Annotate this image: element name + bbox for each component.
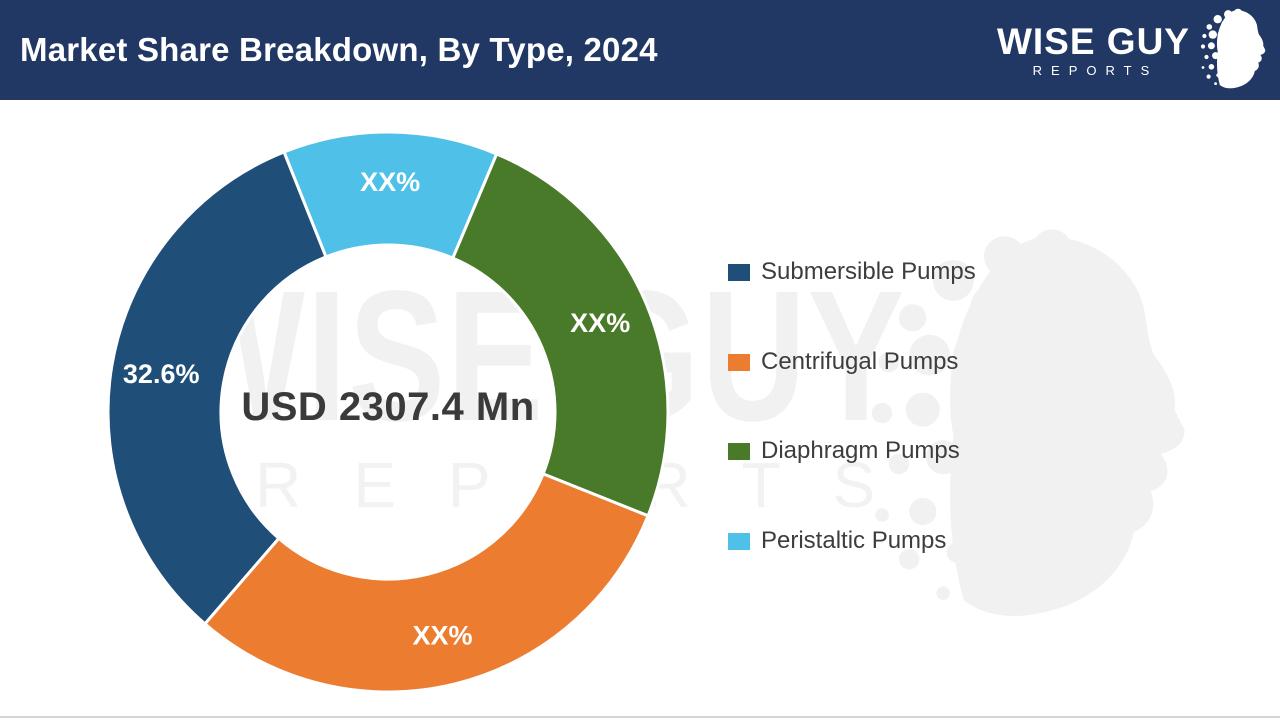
footer-rule <box>0 716 1280 718</box>
segment-label-peristaltic-pumps: XX% <box>360 167 420 197</box>
donut-chart: XX% XX% XX% 32.6% <box>106 130 670 694</box>
wiseguy-logo-line2: REPORTS <box>1032 62 1159 78</box>
wiseguy-logo-text: WISE GUY REPORTS <box>997 23 1190 78</box>
donut-segment-diaphragm-pumps <box>451 152 670 518</box>
page-title: Market Share Breakdown, By Type, 2024 <box>20 31 658 68</box>
header: Market Share Breakdown, By Type, 2024 WI… <box>0 0 1280 100</box>
wiseguy-logo: WISE GUY REPORTS <box>997 0 1266 100</box>
segment-label-diaphragm-pumps: XX% <box>570 308 630 338</box>
legend-swatch-centrifugal-pumps <box>728 353 750 371</box>
legend-swatch-diaphragm-pumps <box>728 442 750 460</box>
legend-item-diaphragm-pumps: Diaphragm Pumps <box>728 436 960 466</box>
wiseguy-logo-line1: WISE GUY <box>996 20 1190 62</box>
watermark-face-icon <box>871 229 1185 616</box>
donut-segment-centrifugal-pumps <box>203 472 650 694</box>
wiseguy-face-icon <box>1200 8 1266 89</box>
segment-label-submersible-pumps: 32.6% <box>123 359 200 389</box>
legend-label: Submersible Pumps <box>761 258 976 285</box>
legend-item-centrifugal-pumps: Centrifugal Pumps <box>728 347 958 377</box>
legend-label: Centrifugal Pumps <box>761 348 959 375</box>
donut-center-value: USD 2307.4 Mn <box>241 385 535 429</box>
legend-label: Diaphragm Pumps <box>761 437 960 464</box>
donut-segment-submersible-pumps <box>106 150 328 626</box>
legend-swatch-peristaltic-pumps <box>728 532 750 550</box>
legend-item-submersible-pumps: Submersible Pumps <box>728 257 976 287</box>
segment-label-centrifugal-pumps: XX% <box>412 621 472 651</box>
legend-swatch-submersible-pumps <box>728 263 750 281</box>
legend-item-peristaltic-pumps: Peristaltic Pumps <box>728 526 946 556</box>
legend-label: Peristaltic Pumps <box>761 527 947 554</box>
